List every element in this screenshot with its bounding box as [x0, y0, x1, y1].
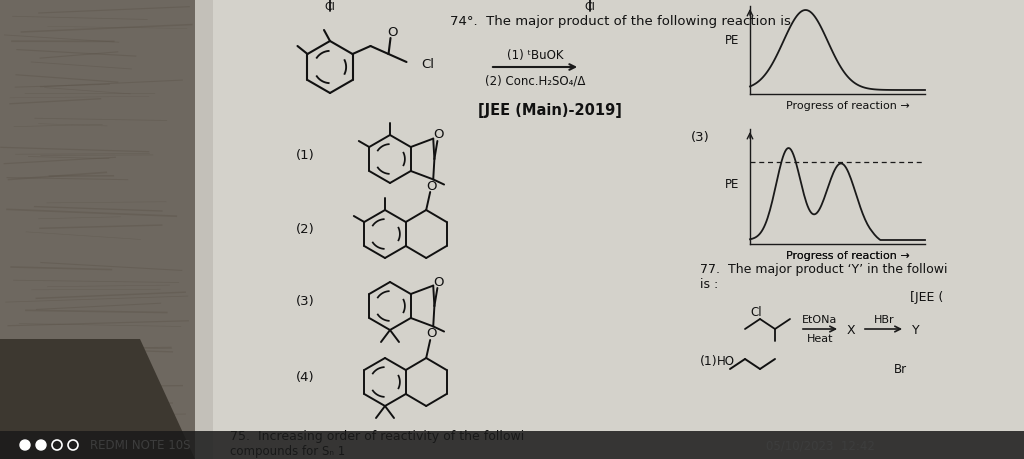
Text: Cl: Cl: [585, 2, 595, 12]
Bar: [195, 0, 1024, 459]
Text: HBr: HBr: [873, 314, 894, 325]
Polygon shape: [0, 339, 195, 459]
Text: [JEE (Main)-2019]: [JEE (Main)-2019]: [478, 102, 622, 117]
Text: (2) Conc.H₂SO₄/Δ: (2) Conc.H₂SO₄/Δ: [484, 74, 585, 87]
Text: Heat: Heat: [807, 333, 834, 343]
Text: 74°.  The major product of the following reaction is: 74°. The major product of the following …: [450, 16, 791, 28]
Text: X: X: [847, 323, 855, 336]
Text: (2): (2): [296, 223, 314, 236]
Text: Progress of reaction →: Progress of reaction →: [785, 101, 909, 111]
Text: (3): (3): [296, 295, 314, 308]
Text: (1) ᵗBuOK: (1) ᵗBuOK: [507, 48, 563, 62]
Text: HO: HO: [717, 355, 735, 368]
Text: 75.  Increasing order of reactivity of the followi: 75. Increasing order of reactivity of th…: [230, 430, 524, 442]
Text: PE: PE: [725, 34, 739, 47]
Text: 05/10/2023  12:42: 05/10/2023 12:42: [766, 438, 874, 452]
Text: Br: Br: [893, 363, 906, 375]
Bar: [195, 0, 213, 459]
Text: O: O: [426, 179, 436, 192]
Text: PE: PE: [725, 178, 739, 191]
Text: is :: is :: [700, 278, 718, 291]
Text: Cl: Cl: [422, 57, 434, 70]
Text: compounds for Sₙ 1: compounds for Sₙ 1: [230, 444, 345, 458]
Text: Progress of reaction →: Progress of reaction →: [785, 251, 909, 260]
Text: (1): (1): [700, 355, 718, 368]
Text: (1): (1): [296, 148, 314, 161]
Text: [JEE (: [JEE (: [910, 291, 943, 304]
Circle shape: [20, 440, 30, 450]
Text: Y: Y: [912, 323, 920, 336]
Text: (4): (4): [296, 371, 314, 384]
Text: Cl: Cl: [751, 305, 762, 318]
Circle shape: [36, 440, 46, 450]
Bar: [0, 0, 195, 459]
Text: EtONa: EtONa: [803, 314, 838, 325]
Text: O: O: [433, 275, 443, 288]
Text: Cl: Cl: [325, 2, 336, 12]
Text: Progress of reaction →: Progress of reaction →: [785, 251, 909, 260]
Text: 77.  The major product ‘Y’ in the followi: 77. The major product ‘Y’ in the followi: [700, 263, 947, 276]
Bar: [0, 431, 1024, 459]
Text: O: O: [426, 327, 436, 340]
Text: O: O: [433, 128, 443, 141]
Text: REDMI NOTE 10S: REDMI NOTE 10S: [90, 438, 190, 452]
Text: (3): (3): [690, 130, 710, 143]
Text: O: O: [387, 27, 397, 39]
